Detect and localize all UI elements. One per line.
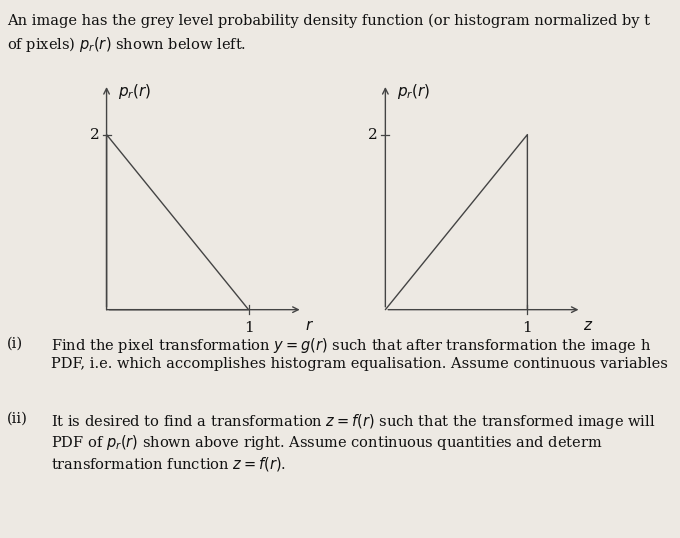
Text: An image has the grey level probability density function (or histogram normalize: An image has the grey level probability … — [7, 13, 650, 28]
Text: 2: 2 — [90, 128, 99, 141]
Text: $r$: $r$ — [305, 320, 313, 334]
Text: $p_r(r)$: $p_r(r)$ — [118, 82, 151, 101]
Text: It is desired to find a transformation $z = f(r)$ such that the transformed imag: It is desired to find a transformation $… — [51, 412, 656, 473]
Text: (i): (i) — [7, 336, 23, 350]
Text: (ii): (ii) — [7, 412, 28, 426]
Text: Find the pixel transformation $y = g(r)$ such that after transformation the imag: Find the pixel transformation $y = g(r)$… — [51, 336, 668, 371]
Text: of pixels) $p_r(r)$ shown below left.: of pixels) $p_r(r)$ shown below left. — [7, 35, 246, 54]
Text: 2: 2 — [369, 128, 378, 141]
Text: $p_r(r)$: $p_r(r)$ — [396, 82, 430, 101]
Text: $z$: $z$ — [583, 320, 594, 334]
Text: 1: 1 — [522, 321, 532, 335]
Text: 1: 1 — [243, 321, 254, 335]
